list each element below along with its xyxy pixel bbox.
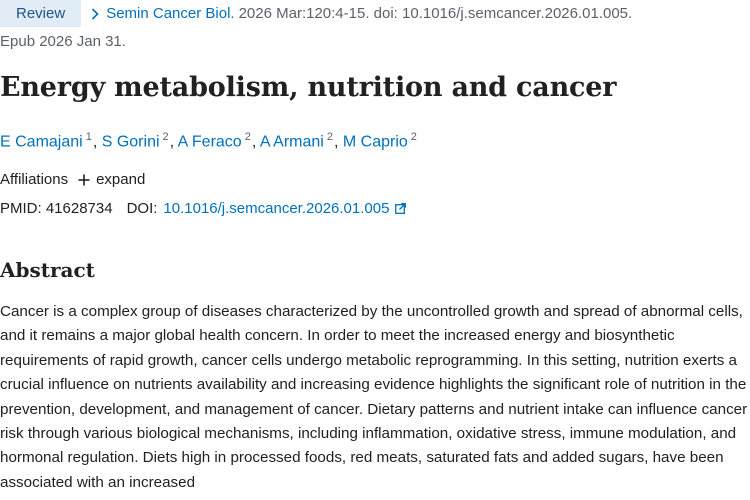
author-link[interactable]: S Gorini: [101, 133, 160, 151]
author-separator: ,: [333, 133, 343, 151]
epub-date: Epub 2026 Jan 31.: [0, 33, 126, 50]
citation-details: 2026 Mar:120:4-15. doi: 10.1016/j.semcan…: [238, 5, 633, 22]
affiliations-row: Affiliations expand: [0, 171, 145, 188]
author-link[interactable]: A Armani: [259, 133, 324, 151]
article-type-badge: Review: [0, 0, 82, 27]
plus-icon: [78, 174, 90, 185]
affiliation-ref[interactable]: 2: [244, 131, 251, 143]
author-separator: ,: [92, 133, 102, 151]
identifiers-row: PMID: 41628734 DOI: 10.1016/j.semcancer.…: [0, 200, 407, 217]
chevron-right-icon: [92, 7, 99, 20]
external-link-icon: [395, 203, 407, 214]
doi-label: DOI:: [126, 200, 158, 217]
author-link[interactable]: A Feraco: [177, 133, 242, 151]
affiliation-ref[interactable]: 2: [162, 131, 169, 143]
abstract-text: Cancer is a complex group of diseases ch…: [0, 303, 748, 491]
author-separator: ,: [251, 133, 260, 151]
abstract-heading: Abstract: [0, 258, 95, 282]
pmid: PMID: 41628734: [0, 200, 113, 217]
expand-label: expand: [96, 171, 146, 188]
affiliations-label: Affiliations: [0, 171, 69, 188]
affiliation-ref[interactable]: 2: [326, 131, 333, 143]
affiliation-ref[interactable]: 2: [410, 131, 417, 143]
citation-row: Review Semin Cancer Biol. 2026 Mar:120:4…: [0, 0, 750, 27]
article-title: Energy metabolism, nutrition and cancer: [0, 72, 617, 103]
author-link[interactable]: M Caprio: [342, 133, 408, 151]
author-separator: ,: [169, 133, 178, 151]
doi-link[interactable]: 10.1016/j.semcancer.2026.01.005: [163, 200, 390, 217]
affiliations-expand-button[interactable]: expand: [78, 171, 145, 188]
author-list: E Camajani 1, S Gorini 2, A Feraco 2, A Arm…: [0, 131, 418, 151]
affiliation-ref[interactable]: 1: [85, 131, 92, 143]
journal-link[interactable]: Semin Cancer Biol.: [106, 5, 235, 22]
author-link[interactable]: E Camajani: [0, 133, 83, 151]
